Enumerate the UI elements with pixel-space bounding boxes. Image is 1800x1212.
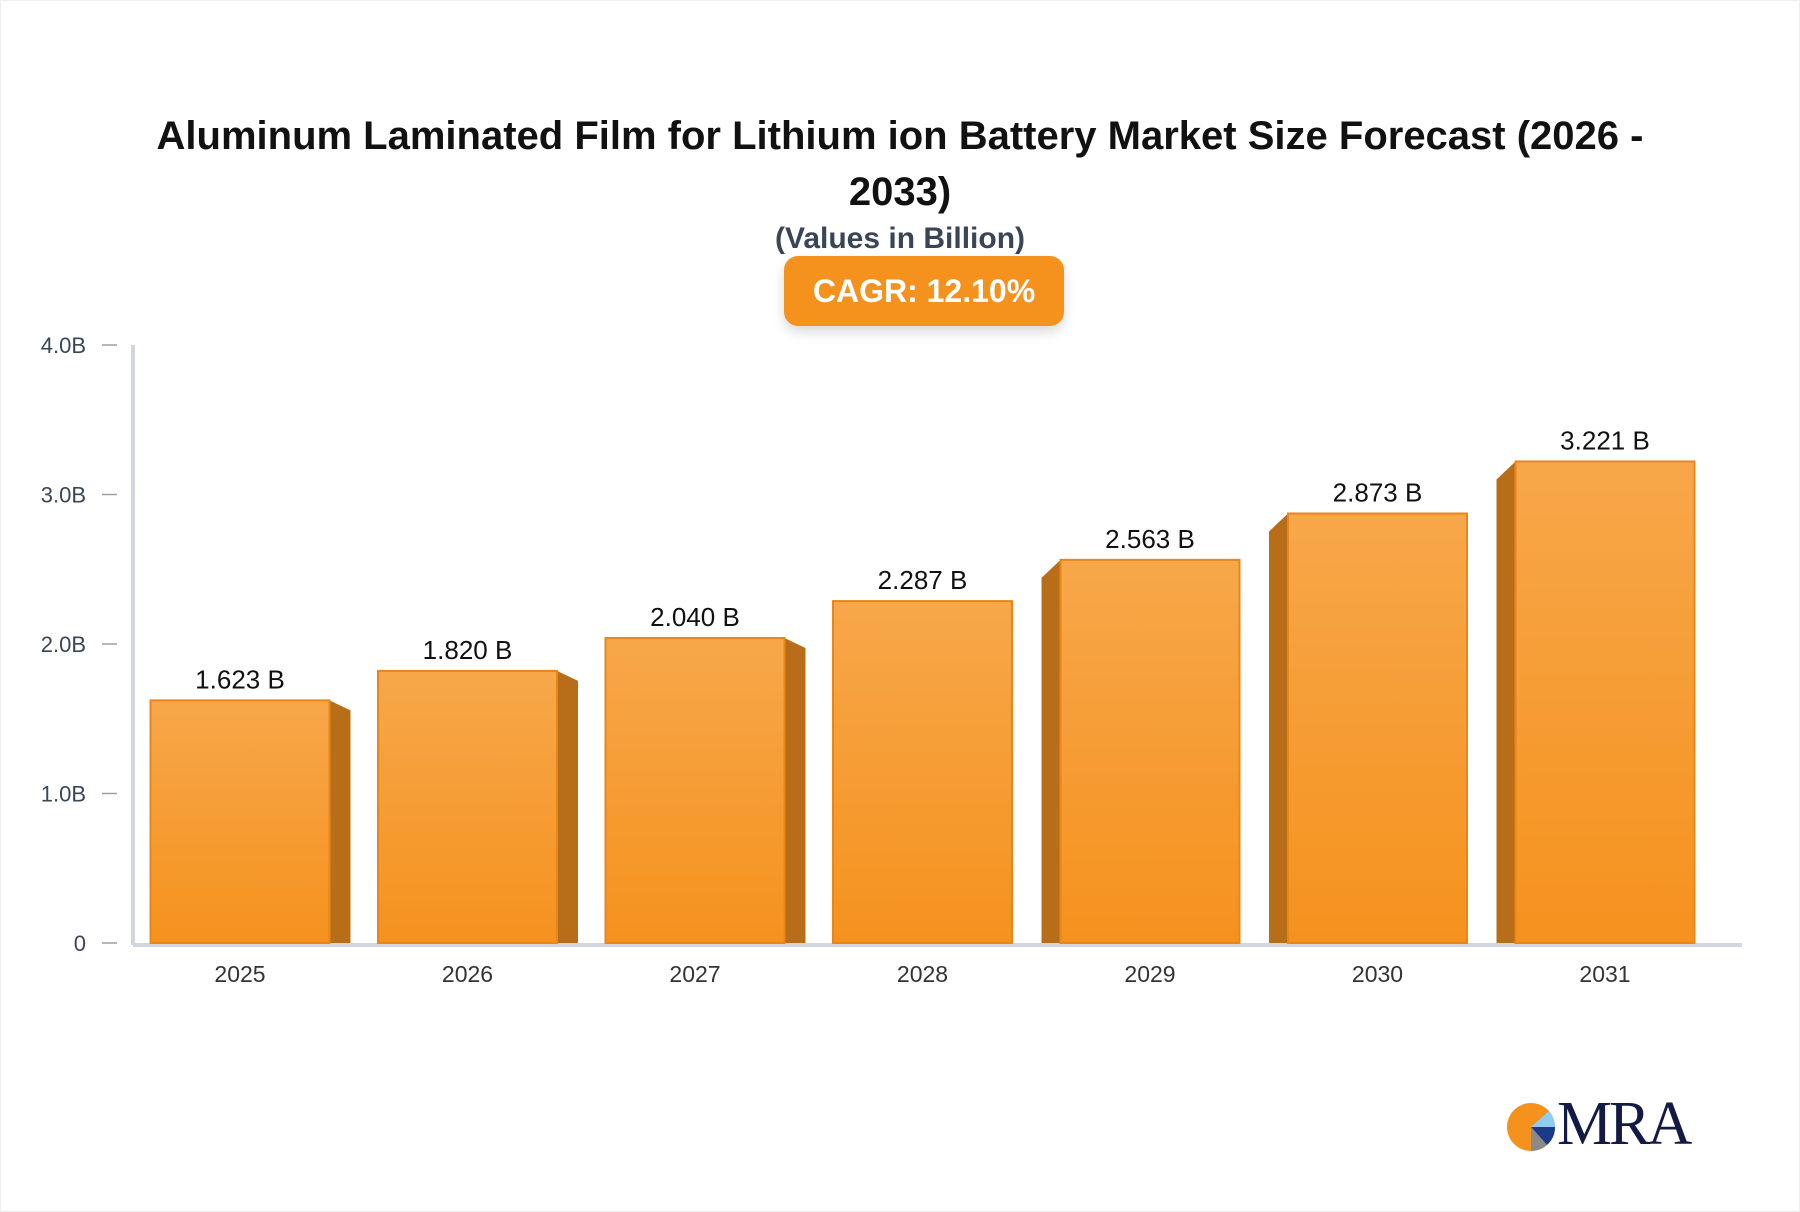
x-tick-label: 2026 <box>442 961 493 987</box>
data-label: 2.563 B <box>1105 524 1195 554</box>
bar-front-face <box>1287 512 1468 944</box>
bar-front-face <box>604 637 786 945</box>
y-tick-label: 3.0B <box>41 483 86 508</box>
bar-side-face <box>784 638 806 943</box>
mra-logo: MRA <box>1505 1090 1695 1158</box>
x-tick-label: 2031 <box>1579 961 1630 987</box>
chart-subtitle: (Values in Billion) <box>774 222 1026 255</box>
data-label: 2.873 B <box>1333 477 1423 507</box>
chart-title: Aluminum Laminated Film for Lithium ion … <box>156 114 1644 214</box>
y-tick-label: 4.0B <box>41 333 86 358</box>
bar-2025: 1.623 B 2025 <box>149 664 351 987</box>
bar-2029: 2.563 B 2029 <box>1041 524 1241 987</box>
x-tick-label: 2029 <box>1124 961 1175 987</box>
bar-2026: 1.820 B 2026 <box>377 635 578 987</box>
y-tick-label: 0 <box>74 931 86 956</box>
data-label: 2.287 B <box>878 565 968 595</box>
bar-2031: 3.221 B 2031 <box>1496 425 1696 987</box>
bar-front-face <box>377 669 558 944</box>
pie-logo-icon <box>1507 1103 1556 1152</box>
bar-front-face <box>1514 460 1696 944</box>
x-tick-label: 2025 <box>214 961 265 987</box>
bar-side-face <box>1269 513 1288 943</box>
cagr-badge: CAGR: 12.10% <box>784 256 1064 326</box>
x-tick-label: 2027 <box>669 961 720 987</box>
data-label: 1.623 B <box>195 664 285 694</box>
bar-2028: 2.287 B 2028 <box>832 565 1013 987</box>
data-label: 2.040 B <box>650 602 740 632</box>
bar-side-face <box>1041 559 1061 943</box>
data-label: 3.221 B <box>1560 425 1650 455</box>
bar-side-face <box>1496 461 1516 943</box>
x-tick-label: 2028 <box>897 961 948 987</box>
bar-side-face <box>557 670 578 943</box>
y-tick-label: 1.0B <box>41 782 86 807</box>
bar-front-face <box>832 600 1013 944</box>
bar-side-face <box>329 700 351 943</box>
bar-front-face <box>149 699 331 945</box>
x-tick-label: 2030 <box>1352 961 1403 987</box>
y-tick-label: 2.0B <box>41 632 86 657</box>
bar-front-face <box>1059 558 1241 944</box>
logo-text: MRA <box>1557 1090 1692 1158</box>
bar-2027: 2.040 B 2027 <box>604 602 806 987</box>
bar-2030: 2.873 B 2030 <box>1269 477 1468 987</box>
data-label: 1.820 B <box>423 635 513 665</box>
